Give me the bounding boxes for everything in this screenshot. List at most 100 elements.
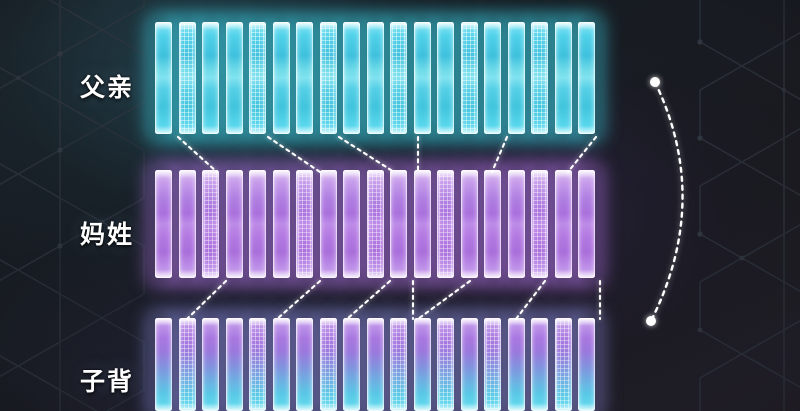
chromosome-bar: [366, 22, 384, 134]
row-label-mother: 妈姓: [80, 221, 135, 249]
chromosome-bar: [178, 22, 196, 134]
chromosome-bar: [460, 22, 478, 134]
chromosome-bar-body: [343, 170, 360, 278]
chromosome-bar: [484, 318, 501, 411]
chromosome-bar-body: [202, 170, 219, 278]
chromosome-bar-body: [225, 22, 243, 134]
chromosome-bar-body: [460, 22, 478, 134]
chromosome-bar: [366, 318, 384, 411]
chromosome-bar: [343, 170, 360, 278]
chromosome-bar: [390, 170, 407, 278]
chromosome-bar: [413, 22, 431, 134]
chromosome-bar: [413, 170, 431, 278]
chromosome-bar-body: [178, 22, 196, 134]
chromosome-bar-body: [460, 170, 478, 278]
chromosome-bar: [155, 318, 172, 411]
chromosome-bar-body: [319, 318, 337, 411]
chromosome-bar: [437, 318, 454, 411]
chromosome-bar: [554, 318, 572, 411]
chromosome-bar-body: [390, 170, 407, 278]
chromosome-band-pattern: [438, 172, 453, 276]
chromosome-bar: [249, 22, 266, 134]
chromosome-bar-body: [155, 318, 172, 411]
chromosome-bar: [202, 170, 219, 278]
chromosome-band-pattern: [250, 320, 265, 409]
chromosome-bar-body: [578, 22, 595, 134]
chromosome-band-pattern: [532, 172, 547, 276]
chromosome-band-pattern: [556, 320, 570, 409]
row-label-child: 子背: [80, 368, 135, 396]
chromosome-bar: [437, 22, 454, 134]
chromosome-bar: [531, 318, 548, 411]
chromosome-bar: [578, 170, 595, 278]
chromosome-bar: [578, 318, 595, 411]
chromosome-bar: [507, 170, 525, 278]
chromosome-bar: [319, 170, 337, 278]
chromosome-band-pattern: [391, 24, 406, 132]
chromosome-bar: [507, 318, 525, 411]
chromosome-bar: [437, 170, 454, 278]
chromosome-bar: [272, 318, 290, 411]
chromosome-bar: [460, 170, 478, 278]
chromosome-bar-body: [178, 318, 196, 411]
chromosome-bar: [554, 170, 572, 278]
chromosome-band-pattern: [321, 24, 335, 132]
chromosome-band-pattern: [180, 24, 194, 132]
chromosome-bar: [296, 318, 313, 411]
chromosome-bar-body: [249, 318, 266, 411]
chromosome-bar-body: [178, 170, 196, 278]
chromosome-bar-body: [531, 22, 548, 134]
chromosome-band-pattern: [180, 320, 194, 409]
chromosome-bar-body: [202, 318, 219, 411]
chromosome-bar: [178, 318, 196, 411]
chromosome-bar-body: [437, 318, 454, 411]
chromosome-bar: [578, 22, 595, 134]
chromosome-bar: [296, 170, 313, 278]
chromosome-bar: [460, 318, 478, 411]
connector-curve-start-dot: [650, 77, 660, 87]
chromosome-bar: [202, 318, 219, 411]
chromosome-band-pattern: [438, 320, 453, 409]
chromosome-bar-body: [578, 170, 595, 278]
chromosome-bar-body: [225, 318, 243, 411]
connector-curve-end-dot: [646, 316, 656, 326]
chromosome-bar-body: [390, 22, 407, 134]
chromosome-bar-body: [554, 22, 572, 134]
chromosome-bar-body: [319, 170, 337, 278]
chromosome-bar: [507, 22, 525, 134]
chromosome-bar-body: [296, 22, 313, 134]
chromosome-bar-body: [413, 22, 431, 134]
chromosome-bar-body: [343, 318, 360, 411]
chromosome-bar-body: [249, 170, 266, 278]
chromosome-band-pattern: [297, 172, 312, 276]
chromosome-bar-body: [413, 318, 431, 411]
chromosome-bar: [272, 22, 290, 134]
chromosome-bar: [202, 22, 219, 134]
chromosome-bar: [343, 22, 360, 134]
chromosome-bar-body: [484, 318, 501, 411]
chromosome-bar-body: [366, 170, 384, 278]
chromosome-bar: [296, 22, 313, 134]
chromosome-bar-body: [225, 170, 243, 278]
chromosome-band-pattern: [368, 172, 382, 276]
chromosome-bar: [272, 170, 290, 278]
chromosome-bar: [531, 22, 548, 134]
chromosome-row-child: [155, 318, 595, 411]
chromosome-band-pattern: [250, 24, 265, 132]
chromosome-bar-body: [390, 318, 407, 411]
chromosome-bar: [319, 318, 337, 411]
chromosome-bar: [225, 318, 243, 411]
chromosome-bar: [343, 318, 360, 411]
chromosome-bar-body: [272, 22, 290, 134]
chromosome-bar-body: [507, 318, 525, 411]
chromosome-band-pattern: [532, 24, 547, 132]
chromosome-bar-body: [296, 318, 313, 411]
chromosome-band-pattern: [391, 320, 406, 409]
chromosome-band-pattern: [485, 320, 500, 409]
chromosome-bar: [554, 22, 572, 134]
chromosome-bar-body: [413, 170, 431, 278]
chromosome-bar-body: [531, 170, 548, 278]
chromosome-bar: [249, 170, 266, 278]
chromosome-bar-body: [249, 22, 266, 134]
